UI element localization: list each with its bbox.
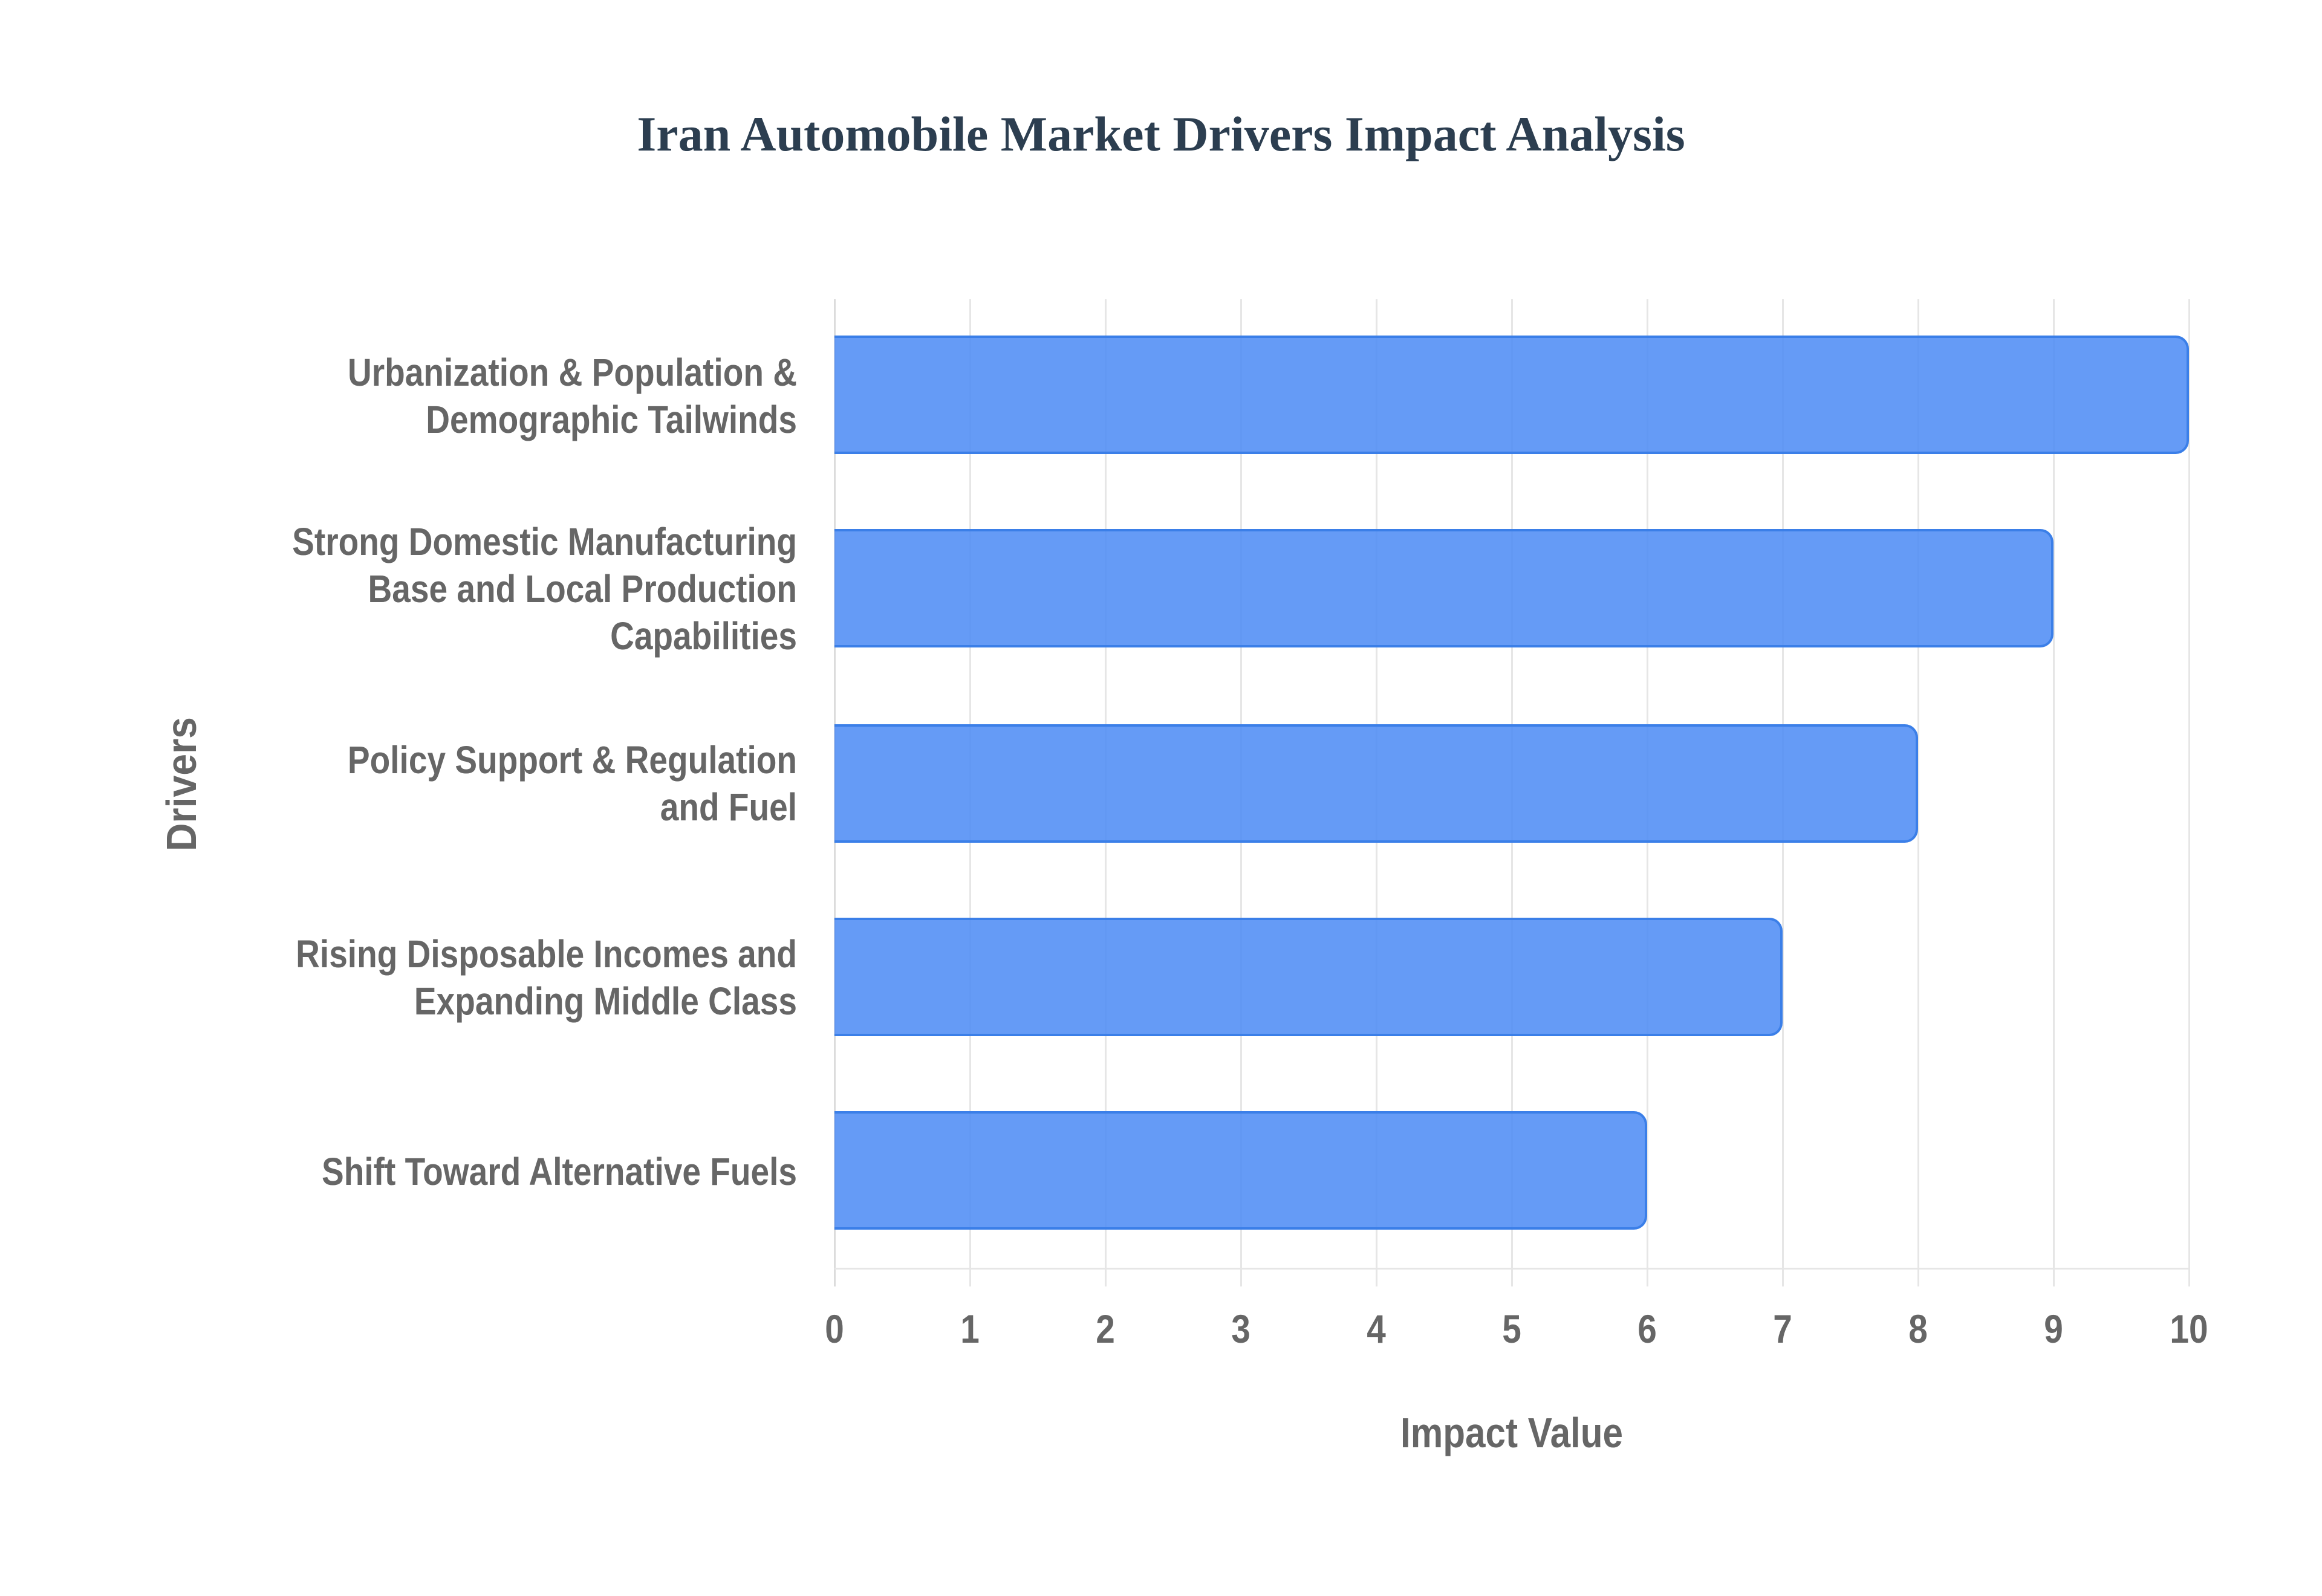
x-tick-0: 0 [825,1306,844,1351]
plot-area [834,299,2190,1286]
bar-urbanization[interactable] [834,336,2189,454]
y-tick-label: Shift Toward Alternative Fuels [225,1081,797,1262]
label-line: Urbanization & Population & [347,351,797,394]
gridline-9 [2053,299,2055,1286]
x-tick-2: 2 [1096,1306,1115,1351]
y-axis-title: Drivers [158,717,205,851]
x-tick-10: 10 [2170,1306,2208,1351]
label-line: Rising Disposable Incomes and [296,932,797,976]
label-line: and Fuel [660,785,797,829]
label-line: Shift Toward Alternative Fuels [322,1150,797,1193]
label-line: Policy Support & Regulation [347,738,797,782]
x-tick-5: 5 [1502,1306,1521,1351]
x-tick-4: 4 [1367,1306,1386,1351]
x-tick-8: 8 [1908,1306,1928,1351]
x-tick-1: 1 [960,1306,980,1351]
label-line: Demographic Tailwinds [426,398,797,441]
bar-domestic-manufacturing[interactable] [834,529,2054,647]
x-tick-3: 3 [1231,1306,1250,1351]
bar-disposable-incomes[interactable] [834,918,1783,1036]
chart-title: Iran Automobile Market Drivers Impact An… [637,106,1685,161]
label-line: Strong Domestic Manufacturing [292,520,797,563]
x-axis-baseline [834,1268,2189,1270]
label-line: Base and Local Production [368,567,797,611]
bar-policy-support[interactable] [834,724,1918,843]
label-line: Expanding Middle Class [414,979,797,1023]
gridline-8 [1917,299,1919,1286]
x-tick-7: 7 [1773,1306,1792,1351]
x-tick-6: 6 [1637,1306,1657,1351]
y-tick-label: Strong Domestic Manufacturing Base and L… [225,498,797,680]
label-line: Capabilities [610,614,797,658]
bar-alternative-fuels[interactable] [834,1111,1647,1230]
x-axis-title: Impact Value [1400,1409,1624,1456]
gridline-10 [2188,299,2190,1286]
y-tick-label: Rising Disposable Incomes and Expanding … [225,887,797,1068]
x-tick-9: 9 [2044,1306,2063,1351]
y-tick-label: Urbanization & Population & Demographic … [225,305,797,487]
y-tick-label: Policy Support & Regulation and Fuel [225,693,797,874]
